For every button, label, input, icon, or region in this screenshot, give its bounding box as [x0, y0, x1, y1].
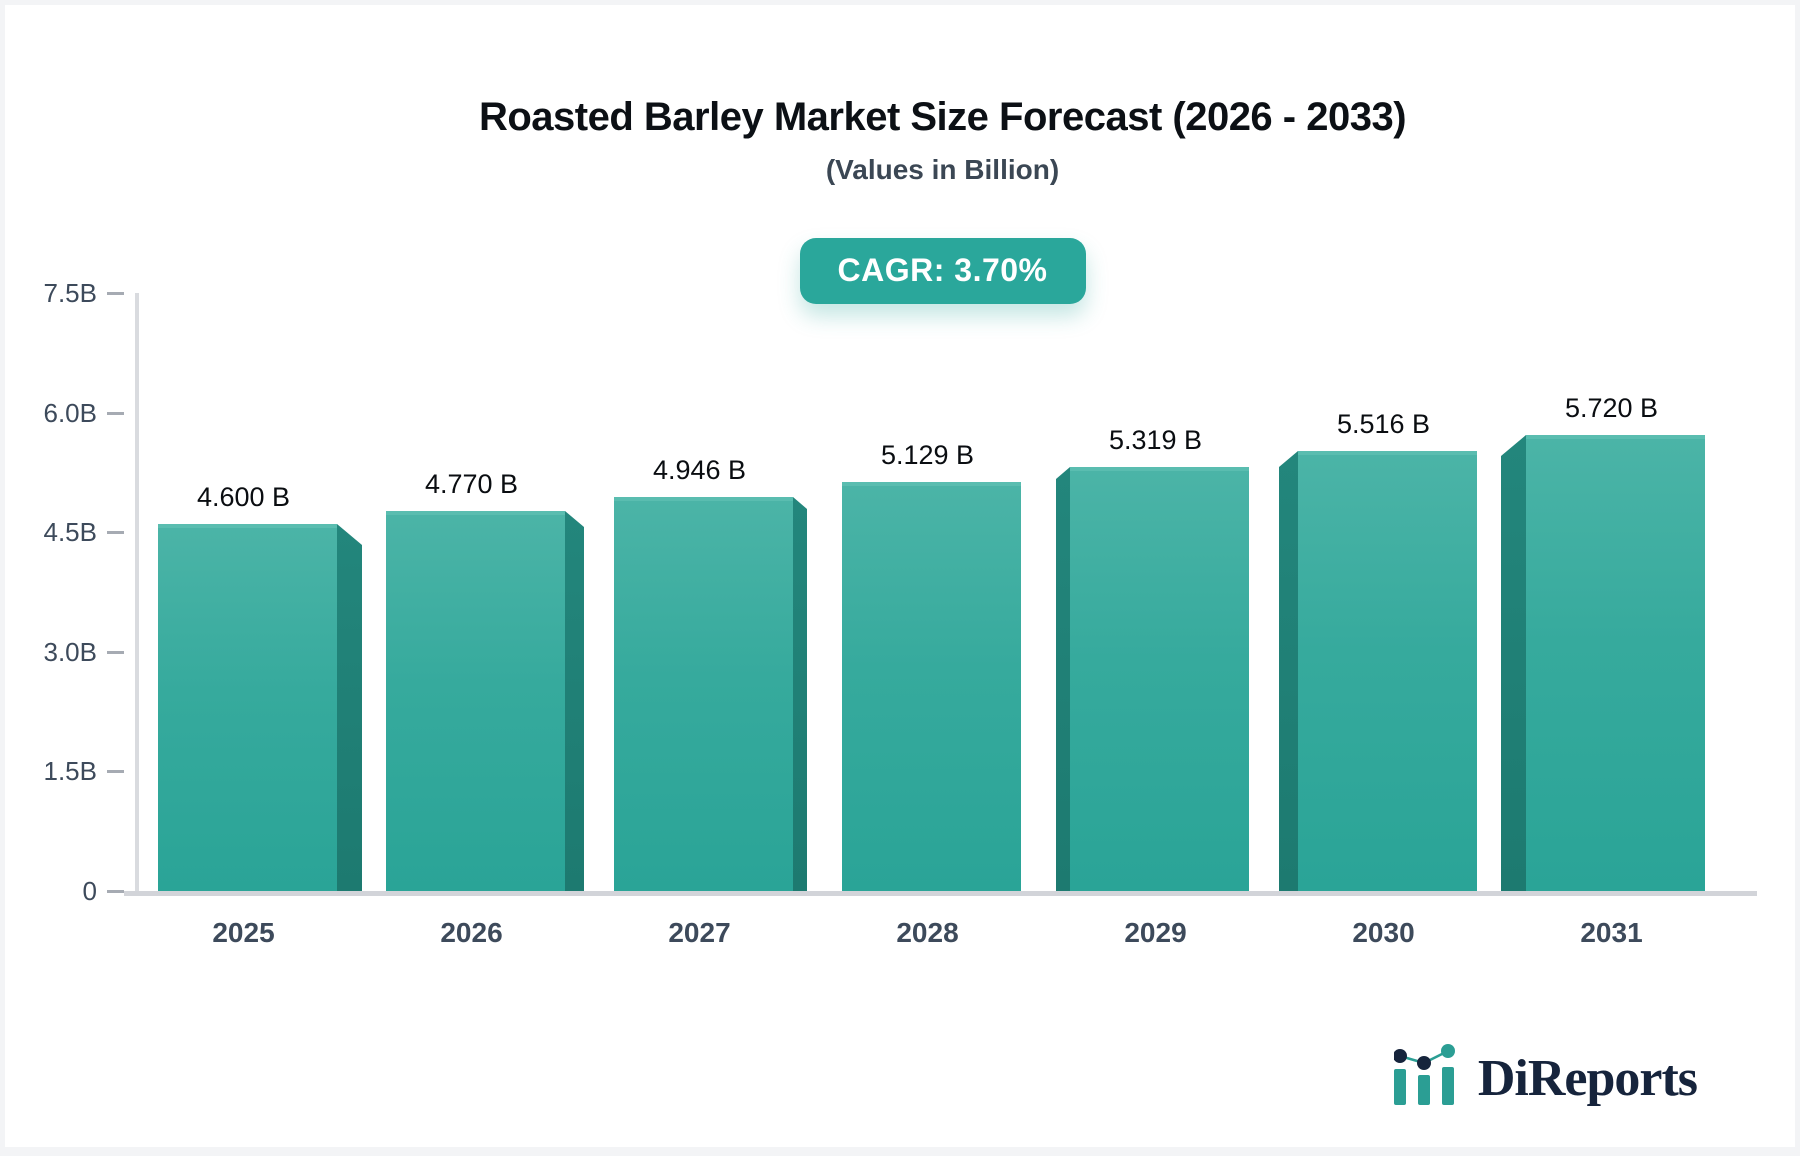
y-axis-tick-mark — [107, 890, 124, 893]
y-axis-tick-mark — [107, 770, 124, 774]
bar-side-face — [565, 511, 584, 891]
bar-face — [1298, 451, 1477, 891]
chart-subtitle: (Values in Billion) — [825, 154, 1060, 185]
chart-card: Roasted Barley Market Size Forecast (202… — [5, 5, 1795, 1147]
chart-title: Roasted Barley Market Size Forecast (202… — [478, 95, 1407, 139]
bar-2029 — [1056, 467, 1249, 891]
bar-face — [614, 497, 793, 891]
y-axis-tick-mark — [107, 292, 124, 295]
bar-side-face — [1279, 451, 1298, 891]
bar-value-label: 5.319 B — [1108, 425, 1203, 455]
y-axis-tick-mark — [107, 531, 124, 535]
bar-side-face — [1056, 467, 1070, 891]
bar-2025 — [158, 524, 362, 891]
bar-face — [158, 524, 337, 891]
bar-2026 — [386, 511, 584, 891]
bar-2028 — [842, 482, 1021, 891]
bar-side-face — [337, 524, 362, 891]
brand-name: DiReports — [1477, 1050, 1698, 1107]
bar-face — [386, 511, 565, 891]
x-axis-label-2026: 2026 — [440, 917, 503, 948]
bar-side-face — [793, 497, 807, 891]
y-axis-tick-label: 4.5B — [43, 517, 98, 548]
y-axis-tick-label: 6.0B — [43, 397, 98, 428]
y-axis-tick-label: 1.5B — [43, 756, 98, 787]
x-axis-label-2029: 2029 — [1124, 917, 1187, 948]
bar-2027 — [614, 497, 807, 891]
bar-2030 — [1279, 451, 1477, 891]
y-axis-tick-label: 7.5B — [43, 278, 98, 308]
bar-value-label: 5.720 B — [1564, 393, 1659, 423]
bar-value-label: 4.770 B — [424, 469, 519, 499]
bar-face — [1070, 467, 1249, 891]
x-axis-label-2031: 2031 — [1580, 917, 1643, 948]
plot-area — [124, 293, 1757, 896]
bar-value-label: 5.516 B — [1336, 409, 1431, 439]
bar-2031 — [1501, 435, 1705, 891]
bar-face — [842, 482, 1021, 891]
y-axis-tick-mark — [107, 411, 124, 415]
y-axis-tick-mark — [107, 650, 124, 654]
x-axis-line — [124, 891, 1757, 896]
cagr-badge: CAGR: 3.70% — [799, 238, 1086, 304]
brand-logo: DiReports — [1393, 1043, 1698, 1107]
bar-side-face — [1501, 435, 1526, 891]
chart-header: Roasted Barley Market Size Forecast (202… — [135, 5, 1750, 304]
y-axis-tick-label: 3.0B — [43, 636, 98, 667]
x-axis-label-2028: 2028 — [896, 917, 959, 948]
x-axis-label-2025: 2025 — [212, 917, 275, 948]
bar-face — [1526, 435, 1705, 891]
bar-value-label: 4.946 B — [652, 455, 747, 485]
x-axis-label-2030: 2030 — [1352, 917, 1415, 948]
bar-value-label: 4.600 B — [196, 482, 291, 512]
y-axis-tick-label: 0 — [82, 876, 97, 906]
x-axis-label-2027: 2027 — [668, 917, 731, 948]
bar-line-chart-icon — [1393, 1044, 1455, 1105]
bar-value-label: 5.129 B — [880, 440, 975, 470]
